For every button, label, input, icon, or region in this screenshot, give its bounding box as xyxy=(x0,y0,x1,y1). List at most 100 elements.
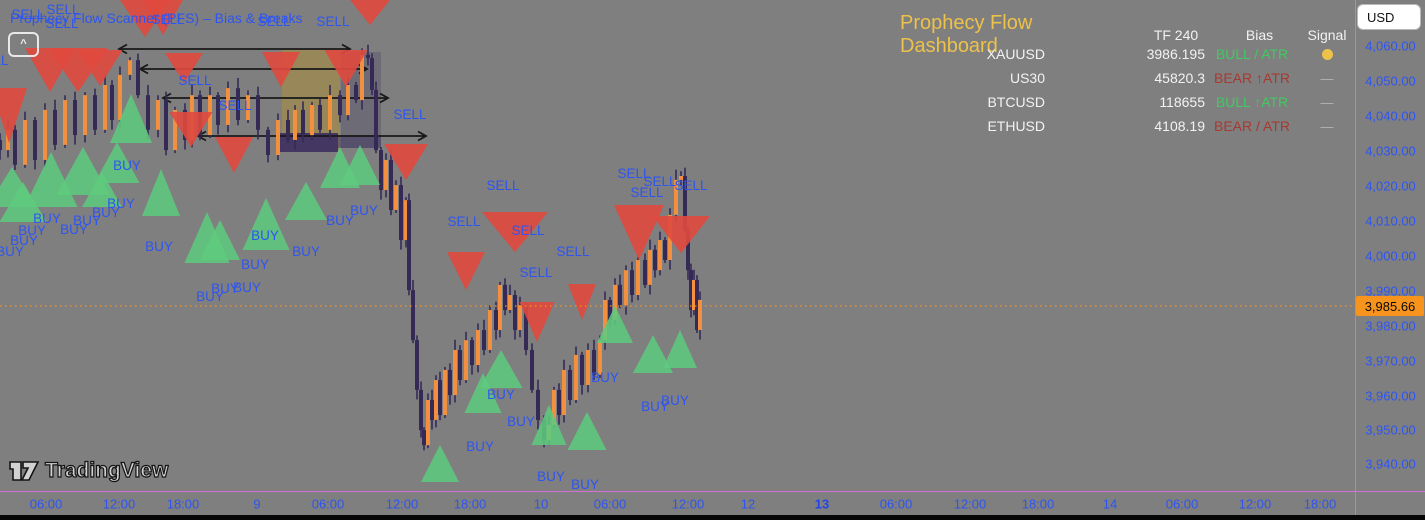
value-cell: 118655 xyxy=(1159,94,1205,110)
candle-body xyxy=(404,200,408,241)
sell-triangle-icon xyxy=(215,137,253,173)
candle-body xyxy=(346,85,350,116)
candle-body xyxy=(643,260,647,285)
candle-body xyxy=(586,349,590,385)
price-tick: 3,990.00 xyxy=(1365,283,1416,299)
time-axis[interactable]: 06:00 12:00 18:00 9 06:00 12:00 18:00 10 06:00 12… xyxy=(0,492,1425,515)
candle-body xyxy=(103,85,107,130)
dashboard-row: US30 45820.3 BEAR ↑ATR — xyxy=(900,66,1355,90)
time-tick: 12:00 xyxy=(385,496,419,511)
tradingview-watermark-text: TradingView xyxy=(44,458,169,482)
indicator-zone-box xyxy=(338,135,381,148)
price-axis[interactable]: 4,060.00 4,050.00 4,040.00 4,030.00 4,020.00… xyxy=(1356,0,1425,491)
candle-body xyxy=(293,109,297,140)
candle-body xyxy=(156,100,160,130)
buy-triangle-icon xyxy=(200,220,240,260)
candle-body xyxy=(508,295,512,311)
price-tick: 4,020.00 xyxy=(1365,178,1416,194)
candle-body xyxy=(136,60,140,96)
collapse-indicator-button[interactable]: ^ xyxy=(8,32,39,57)
buy-label: BUY xyxy=(661,393,689,408)
candle-body xyxy=(530,349,534,390)
buy-label: BUY xyxy=(92,205,120,220)
sell-triangle-icon xyxy=(324,50,368,87)
dashboard-header: Prophecy Flow Dashboard TF 240 Bias Sign… xyxy=(900,12,1355,57)
price-tick: 3,950.00 xyxy=(1365,422,1416,438)
arrowhead-right-icon xyxy=(417,130,428,142)
symbol-cell: XAUUSD xyxy=(986,46,1045,62)
candle-body xyxy=(674,179,678,215)
candle-body xyxy=(236,88,240,121)
buy-triangle-icon xyxy=(340,145,380,185)
candle-body xyxy=(524,305,528,350)
candle-body xyxy=(328,95,332,130)
candle-body xyxy=(689,270,693,311)
candle-body xyxy=(246,95,250,121)
candle-body xyxy=(374,89,378,151)
candle-body xyxy=(653,249,657,271)
symbol-cell: US30 xyxy=(1009,70,1045,86)
candle-body xyxy=(318,104,322,130)
currency-toggle-button[interactable]: USD xyxy=(1357,4,1421,30)
buy-triangle-icon xyxy=(479,350,523,388)
tradingview-watermark[interactable]: TradingView xyxy=(8,458,169,483)
candle-body xyxy=(453,349,457,396)
candle-body xyxy=(23,120,27,165)
candle-body xyxy=(624,270,628,306)
candle-body xyxy=(118,74,122,121)
sell-label: SELL xyxy=(11,7,45,22)
candle-body xyxy=(686,229,690,271)
candle-body xyxy=(434,380,438,420)
sell-triangle-icon xyxy=(447,252,485,290)
signal-dot-icon xyxy=(1321,48,1333,60)
buy-triangle-icon xyxy=(285,182,327,220)
chevron-up-icon: ^ xyxy=(20,38,27,50)
sell-label: SELL xyxy=(630,185,664,200)
chart-canvas[interactable]: SELLSELLSELLSELLSELLSELLSELLSELLSELLSELL… xyxy=(0,0,1355,492)
currency-label: USD xyxy=(1367,9,1395,25)
sell-triangle-icon xyxy=(165,53,203,83)
candle-body xyxy=(464,340,468,381)
price-axis-separator xyxy=(1355,0,1356,515)
price-tick: 4,000.00 xyxy=(1365,248,1416,264)
sell-label: SELL xyxy=(556,244,590,259)
buy-label: BUY xyxy=(18,223,46,238)
buy-label: BUY xyxy=(145,239,173,254)
candle-body xyxy=(216,95,220,125)
sell-label: SELL xyxy=(45,16,79,31)
candle-body xyxy=(536,389,540,420)
candle-body xyxy=(498,284,502,331)
sell-triangle-icon xyxy=(519,302,555,342)
buy-label: BUY xyxy=(507,414,535,429)
time-tick: 12:00 xyxy=(953,496,987,511)
buy-label: BUY xyxy=(73,213,101,228)
sell-label: SELL xyxy=(674,178,708,193)
candle-body xyxy=(580,354,584,385)
candle-body xyxy=(683,176,687,230)
candle-body xyxy=(389,159,393,210)
time-tick: 13 xyxy=(814,496,830,511)
candle-body xyxy=(146,95,150,130)
buy-triangle-icon xyxy=(597,306,633,343)
time-tick: 18:00 xyxy=(1021,496,1055,511)
candle-body xyxy=(494,310,498,331)
candle-body xyxy=(438,380,442,416)
prophecy-flow-dashboard: Prophecy Flow Dashboard TF 240 Bias Sign… xyxy=(900,12,1355,138)
candle-body xyxy=(426,400,430,446)
candle-body xyxy=(518,305,522,331)
sell-label: SELL xyxy=(46,2,80,17)
candle-body xyxy=(354,85,358,101)
candle-body xyxy=(13,129,17,165)
buy-label: BUY xyxy=(487,387,515,402)
symbol-cell: ETHUSD xyxy=(987,118,1045,134)
bias-cell: BEAR / ATR xyxy=(1214,118,1290,134)
dashboard-row: BTCUSD 118655 BULL ↑ATR — xyxy=(900,90,1355,114)
sell-triangle-icon xyxy=(568,284,596,320)
time-tick: 06:00 xyxy=(29,496,63,511)
dashboard-row: ETHUSD 4108.19 BEAR / ATR — xyxy=(900,114,1355,138)
candle-body xyxy=(618,284,622,306)
sell-triangle-icon xyxy=(169,112,213,147)
dashboard-title: Prophecy Flow Dashboard xyxy=(900,12,1033,57)
buy-triangle-icon xyxy=(567,412,607,450)
candle-body xyxy=(366,54,370,59)
